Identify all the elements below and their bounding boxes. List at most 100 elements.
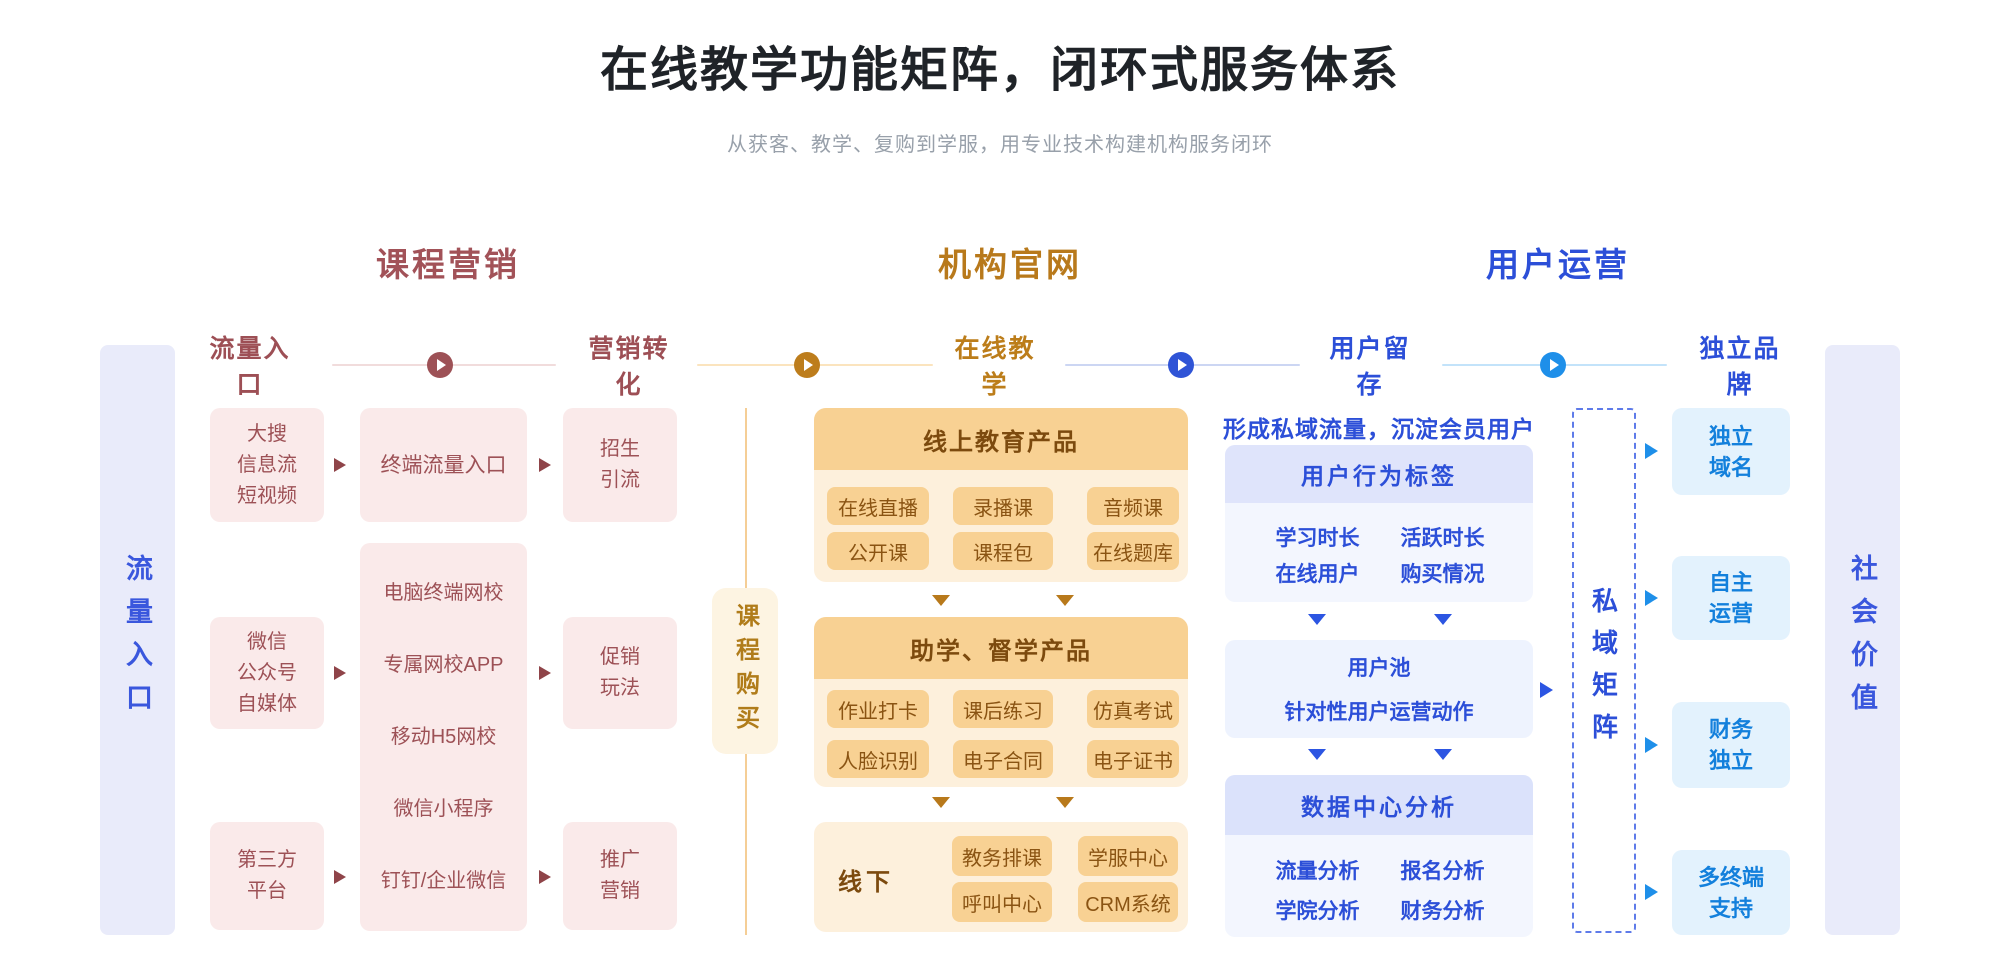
benefit-line: 财务 xyxy=(1708,717,1753,742)
source-box-third-party: 第三方 平台 xyxy=(210,822,324,930)
conversion-line: 玩法 xyxy=(600,677,640,699)
play-arrow-icon xyxy=(1550,359,1559,371)
terminal-item: 微信小程序 xyxy=(393,797,494,820)
product-chip: 仿真考试 xyxy=(1087,690,1179,728)
terminal-item: 移动H5网校 xyxy=(390,725,497,748)
chevron-down-icon xyxy=(1434,749,1452,760)
benefit-line: 域名 xyxy=(1708,454,1753,480)
retention-headline: 形成私域流量，沉淀会员用户 xyxy=(1223,416,1535,442)
arrow-right-icon xyxy=(539,666,551,680)
product-chip: 人脸识别 xyxy=(827,740,929,778)
page-subtitle: 从获客、教学、复购到学服，用专业技术构建机构服务闭环 xyxy=(727,134,1273,156)
play-arrow-icon xyxy=(1178,359,1187,371)
conversion-box-spread-marketing: 推广 营销 xyxy=(563,822,677,930)
section-header-user-operation: 用户运营 xyxy=(1486,246,1630,283)
chevron-down-icon xyxy=(1308,749,1326,760)
flow-node-arrow-icon-4 xyxy=(1540,352,1566,378)
offline-chip: CRM系统 xyxy=(1078,882,1178,922)
user-pool-line: 针对性用户运营动作 xyxy=(1284,701,1474,724)
flow-node-arrow-icon-3 xyxy=(1168,352,1194,378)
product-chip: 作业打卡 xyxy=(827,690,929,728)
offline-label: 线下 xyxy=(838,869,894,896)
product-chip: 在线题库 xyxy=(1087,532,1179,570)
offline-chip: 学服中心 xyxy=(1078,836,1178,876)
source-line: 信息流 xyxy=(237,453,297,476)
data-center-item: 流量分析 xyxy=(1275,860,1360,883)
conversion-line: 招生 xyxy=(600,438,640,460)
data-center-box: 数据中心分析 流量分析 报名分析 学院分析 财务分析 xyxy=(1225,775,1533,937)
arrow-right-icon xyxy=(1645,590,1658,606)
chevron-down-icon xyxy=(932,595,950,606)
source-box-search-feeds-video: 大搜 信息流 短视频 xyxy=(210,408,324,522)
benefit-line: 自主 xyxy=(1708,570,1753,595)
section-header-course-marketing: 课程营销 xyxy=(376,246,520,283)
benefit-line: 运营 xyxy=(1708,601,1753,626)
arrow-right-icon xyxy=(334,458,346,472)
benefit-box-financial-independence: 财务 独立 xyxy=(1672,702,1790,788)
private-domain-matrix-box: 私域矩阵 xyxy=(1572,408,1636,933)
conversion-line: 促销 xyxy=(600,646,640,668)
arrow-right-icon xyxy=(1645,884,1658,900)
behavior-item: 购买情况 xyxy=(1400,563,1485,586)
source-box-wechat-media: 微信 公众号 自媒体 xyxy=(210,617,324,729)
source-line: 微信 xyxy=(247,630,287,653)
arrow-right-icon xyxy=(334,666,346,680)
data-center-item: 财务分析 xyxy=(1400,900,1485,923)
source-line: 自媒体 xyxy=(237,692,297,715)
behavior-item: 活跃时长 xyxy=(1400,527,1485,550)
conversion-line: 引流 xyxy=(600,469,640,491)
terminal-list-box: 电脑终端网校 专属网校APP 移动H5网校 微信小程序 钉钉/企业微信 xyxy=(360,543,527,931)
private-domain-matrix-label: 私域矩阵 xyxy=(1588,586,1619,755)
behavior-item: 在线用户 xyxy=(1275,563,1360,586)
conversion-box-enrollment: 招生 引流 xyxy=(563,408,677,522)
product-chip: 录播课 xyxy=(953,487,1053,525)
benefit-line: 独立 xyxy=(1708,748,1753,773)
product-chip: 课程包 xyxy=(953,532,1053,570)
left-bar-label: 流量入口 xyxy=(122,554,152,726)
product-chip: 在线直播 xyxy=(827,487,929,525)
offline-box: 线下 教务排课 学服中心 呼叫中心 CRM系统 xyxy=(814,822,1188,932)
stage-label-traffic-entry: 流量入口 xyxy=(209,335,291,399)
benefit-line: 支持 xyxy=(1708,895,1753,921)
stage-label-marketing-conversion: 营销转化 xyxy=(588,335,670,399)
arrow-right-icon xyxy=(1645,443,1658,459)
play-arrow-icon xyxy=(437,359,446,371)
chevron-down-icon xyxy=(932,797,950,808)
play-arrow-icon xyxy=(804,359,813,371)
data-center-item: 学院分析 xyxy=(1275,900,1360,923)
chevron-down-icon xyxy=(1056,797,1074,808)
benefit-line: 多终端 xyxy=(1697,864,1764,890)
product-chip: 音频课 xyxy=(1087,487,1179,525)
chevron-down-icon xyxy=(1434,614,1452,625)
course-purchase-strip: 课程购买 xyxy=(712,588,778,754)
conversion-line: 营销 xyxy=(600,880,640,902)
terminal-item: 钉钉/企业微信 xyxy=(380,869,507,892)
conversion-box-promotion-play: 促销 玩法 xyxy=(563,617,677,729)
page-title: 在线教学功能矩阵，闭环式服务体系 xyxy=(599,44,1400,97)
source-line: 公众号 xyxy=(237,661,297,684)
source-line: 大搜 xyxy=(247,422,287,445)
arrow-right-icon xyxy=(539,870,551,884)
assist-products-title: 助学、督学产品 xyxy=(814,617,1188,679)
stage-label-user-retention: 用户留存 xyxy=(1329,335,1411,399)
online-products-title: 线上教育产品 xyxy=(814,408,1188,470)
data-center-item: 报名分析 xyxy=(1400,860,1485,883)
right-bar-social-value: 社会价值 xyxy=(1825,345,1900,935)
data-center-title: 数据中心分析 xyxy=(1225,775,1533,835)
course-purchase-label: 课程购买 xyxy=(731,603,759,739)
stage-label-independent-brand: 独立品牌 xyxy=(1699,335,1781,399)
section-header-official-site: 机构官网 xyxy=(938,246,1082,283)
flow-node-arrow-icon-1 xyxy=(427,352,453,378)
behavior-tags-box: 用户行为标签 学习时长 活跃时长 在线用户 购买情况 xyxy=(1225,445,1533,602)
product-chip: 电子合同 xyxy=(953,740,1053,778)
source-line: 第三方 xyxy=(237,849,297,871)
stage-label-online-teaching: 在线教学 xyxy=(954,335,1036,399)
chevron-down-icon xyxy=(1308,614,1326,625)
behavior-item: 学习时长 xyxy=(1275,527,1360,550)
source-line: 平台 xyxy=(247,880,287,902)
arrow-right-icon xyxy=(1540,682,1553,698)
benefit-box-multi-terminal: 多终端 支持 xyxy=(1672,850,1790,935)
terminal-entry-box: 终端流量入口 xyxy=(360,408,527,522)
chevron-down-icon xyxy=(1056,595,1074,606)
flow-node-arrow-icon-2 xyxy=(794,352,820,378)
